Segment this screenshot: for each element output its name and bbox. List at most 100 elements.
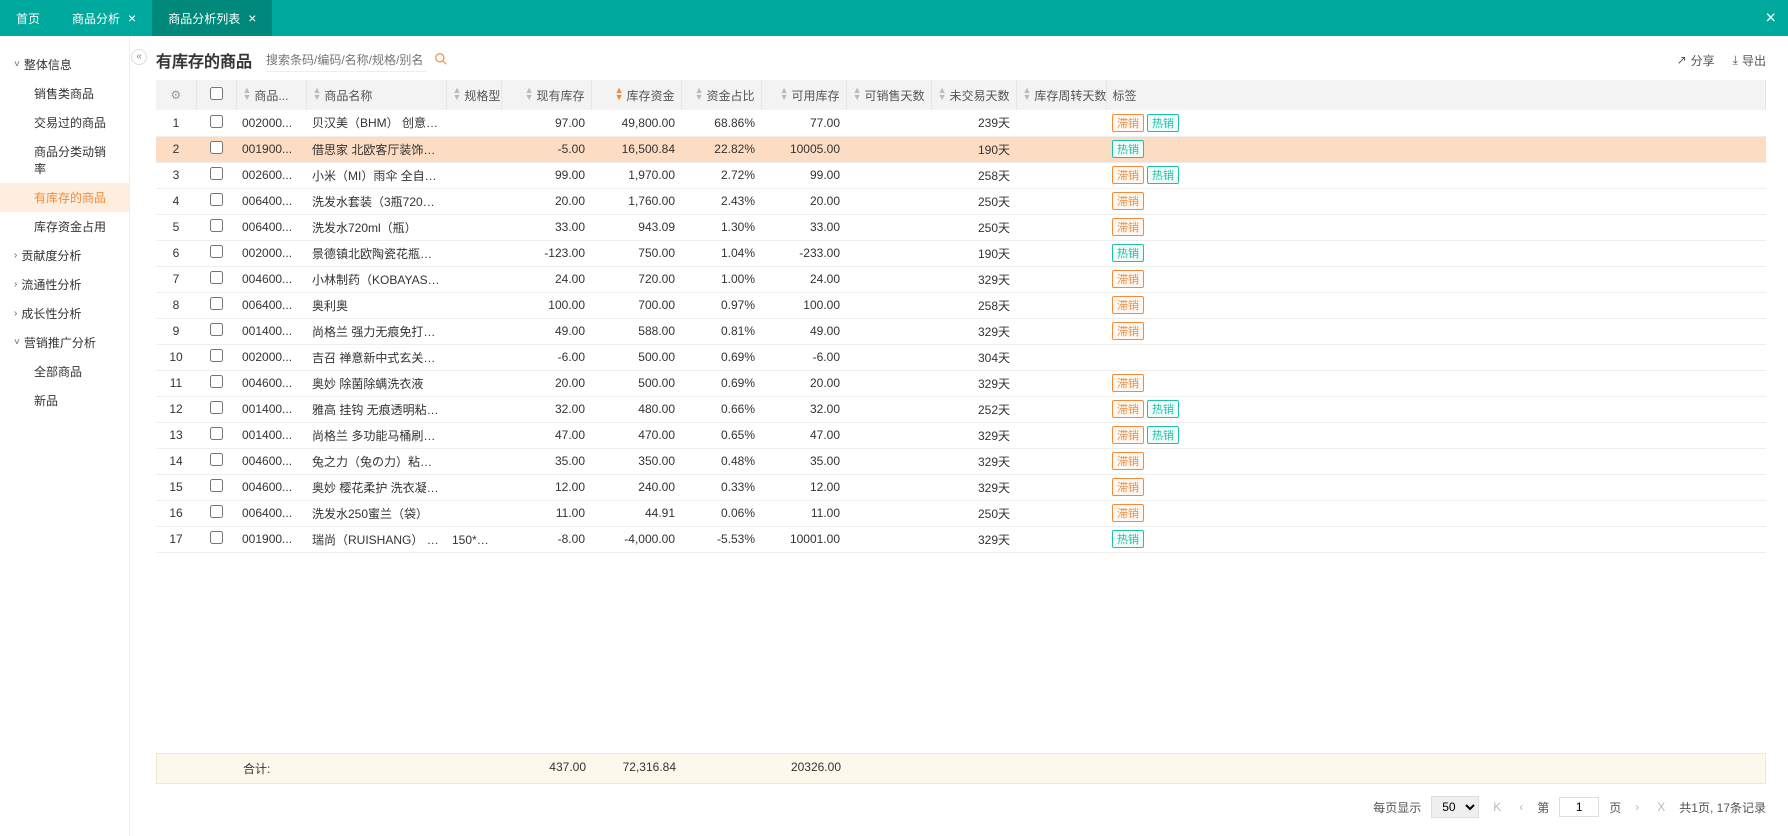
sidebar-item[interactable]: 全部商品: [0, 357, 129, 386]
tab-close-icon[interactable]: ×: [248, 11, 256, 25]
cell-code: 004600...: [236, 370, 306, 396]
tag-badge: 滞销: [1112, 218, 1144, 236]
table-row[interactable]: 7004600...小林制药（KOBAYASHI）E24.00720.001.0…: [156, 266, 1766, 292]
cell-turn-days: [1016, 266, 1106, 292]
cell-spec: [446, 500, 501, 526]
tab[interactable]: 首页: [0, 0, 56, 36]
close-all-tabs-icon[interactable]: ×: [1765, 8, 1776, 29]
cell-avail: 100.00: [761, 292, 846, 318]
next-page-icon[interactable]: ›: [1631, 800, 1643, 814]
cell-spec: [446, 136, 501, 162]
cell-sale-days: [846, 318, 931, 344]
cell-sale-days: [846, 422, 931, 448]
cell-checkbox: [196, 370, 236, 396]
col-name[interactable]: ▲▼商品名称: [306, 80, 446, 110]
col-turn-days[interactable]: ▲▼库存周转天数: [1016, 80, 1106, 110]
cell-stock: -123.00: [501, 240, 591, 266]
table-row[interactable]: 9001400...尚格兰 强力无痕免打孔浴室49.00588.000.81%4…: [156, 318, 1766, 344]
col-settings[interactable]: ⚙: [156, 80, 196, 110]
tag-badge: 热销: [1147, 166, 1179, 184]
cell-spec: 150*40厘米: [446, 526, 501, 552]
row-checkbox[interactable]: [210, 427, 223, 440]
share-button[interactable]: ↗ 分享: [1677, 52, 1715, 69]
sidebar-item[interactable]: 有库存的商品: [0, 183, 129, 212]
row-checkbox[interactable]: [210, 375, 223, 388]
export-button[interactable]: ⤓ 导出: [1733, 52, 1766, 69]
sidebar-group[interactable]: ›成长性分析: [0, 299, 129, 328]
table-row[interactable]: 17001900...瑞尚（RUISHANG） 卧室室150*40厘米-8.00…: [156, 526, 1766, 552]
last-page-icon[interactable]: X: [1653, 800, 1669, 814]
row-checkbox[interactable]: [210, 349, 223, 362]
table-row[interactable]: 1002000...贝汉美（BHM） 创意北欧馆97.0049,800.0068…: [156, 110, 1766, 136]
table-row[interactable]: 13001400...尚格兰 多功能马桶刷套装 47.00470.000.65%…: [156, 422, 1766, 448]
collapse-sidebar-icon[interactable]: «: [131, 49, 147, 65]
sidebar-item[interactable]: 库存资金占用: [0, 212, 129, 241]
row-checkbox[interactable]: [210, 401, 223, 414]
per-page-select[interactable]: 50: [1431, 796, 1479, 818]
row-checkbox[interactable]: [210, 193, 223, 206]
row-checkbox[interactable]: [210, 115, 223, 128]
table-row[interactable]: 5006400...洗发水720ml（瓶）33.00943.091.30%33.…: [156, 214, 1766, 240]
select-all-checkbox[interactable]: [210, 87, 223, 100]
table-row[interactable]: 14004600...兔之力（兔の力）粘毛器粘35.00350.000.48%3…: [156, 448, 1766, 474]
row-checkbox[interactable]: [210, 245, 223, 258]
tab[interactable]: 商品分析列表×: [152, 0, 272, 36]
row-checkbox[interactable]: [210, 479, 223, 492]
cell-name: 洗发水250蜜兰（袋）: [306, 500, 446, 526]
col-avail[interactable]: ▲▼可用库存: [761, 80, 846, 110]
cell-notrade-days: 258天: [931, 292, 1016, 318]
cell-name: 奥利奥: [306, 292, 446, 318]
first-page-icon[interactable]: K: [1489, 800, 1505, 814]
cell-index: 16: [156, 500, 196, 526]
prev-page-icon[interactable]: ‹: [1515, 800, 1527, 814]
col-tags[interactable]: 标签: [1106, 80, 1766, 110]
table-row[interactable]: 10002000...吉召 禅意新中式玄关摆件客-6.00500.000.69%…: [156, 344, 1766, 370]
table-row[interactable]: 12001400...雅高 挂钩 无痕透明粘钩 强32.00480.000.66…: [156, 396, 1766, 422]
row-checkbox[interactable]: [210, 323, 223, 336]
col-select-all[interactable]: [196, 80, 236, 110]
col-money[interactable]: ▲▼库存资金: [591, 80, 681, 110]
col-pct[interactable]: ▲▼资金占比: [681, 80, 761, 110]
page-suffix: 页: [1609, 799, 1621, 816]
sidebar-item[interactable]: 销售类商品: [0, 79, 129, 108]
sidebar-group[interactable]: ˅整体信息: [0, 50, 129, 79]
sidebar-group[interactable]: ›贡献度分析: [0, 241, 129, 270]
col-code[interactable]: ▲▼商品...: [236, 80, 306, 110]
table-row[interactable]: 16006400...洗发水250蜜兰（袋）11.0044.910.06%11.…: [156, 500, 1766, 526]
search-input[interactable]: [266, 49, 426, 72]
table-row[interactable]: 6002000...景德镇北欧陶瓷花瓶摆件 优-123.00750.001.04…: [156, 240, 1766, 266]
cell-money: 500.00: [591, 344, 681, 370]
col-sale-days[interactable]: ▲▼可销售天数: [846, 80, 931, 110]
col-spec[interactable]: ▲▼规格型号: [446, 80, 501, 110]
sidebar-item[interactable]: 交易过的商品: [0, 108, 129, 137]
table-row[interactable]: 15004600...奥妙 樱花柔护 洗衣凝珠 1012.00240.000.3…: [156, 474, 1766, 500]
row-checkbox[interactable]: [210, 141, 223, 154]
col-stock[interactable]: ▲▼现有库存: [501, 80, 591, 110]
search-icon[interactable]: [434, 52, 448, 69]
tag-badge: 滞销: [1112, 452, 1144, 470]
summary-money: 72,316.84: [592, 754, 682, 783]
summary-label: 合计:: [237, 754, 307, 783]
col-notrade-days[interactable]: ▲▼未交易天数: [931, 80, 1016, 110]
tab[interactable]: 商品分析×: [56, 0, 152, 36]
sidebar-group[interactable]: ›流通性分析: [0, 270, 129, 299]
sidebar-group-label: 贡献度分析: [21, 247, 81, 264]
row-checkbox[interactable]: [210, 531, 223, 544]
table-row[interactable]: 4006400...洗发水套装（3瓶720ml+1）20.001,760.002…: [156, 188, 1766, 214]
row-checkbox[interactable]: [210, 505, 223, 518]
row-checkbox[interactable]: [210, 297, 223, 310]
table-row[interactable]: 8006400...奥利奥100.00700.000.97%100.00258天…: [156, 292, 1766, 318]
table-row[interactable]: 2001900...借思家 北欧客厅装饰画卧室-5.0016,500.8422.…: [156, 136, 1766, 162]
row-checkbox[interactable]: [210, 219, 223, 232]
row-checkbox[interactable]: [210, 167, 223, 180]
tab-close-icon[interactable]: ×: [128, 11, 136, 25]
table-row[interactable]: 3002600...小米（MI）雨伞 全自动折叠99.001,970.002.7…: [156, 162, 1766, 188]
row-checkbox[interactable]: [210, 271, 223, 284]
table-row[interactable]: 11004600...奥妙 除菌除螨洗衣液20.00500.000.69%20.…: [156, 370, 1766, 396]
row-checkbox[interactable]: [210, 453, 223, 466]
page-input[interactable]: [1559, 797, 1599, 817]
sidebar-item[interactable]: 商品分类动销率: [0, 137, 129, 183]
sidebar-group[interactable]: ˅营销推广分析: [0, 328, 129, 357]
sidebar-item[interactable]: 新品: [0, 386, 129, 415]
tab-bar: 首页商品分析×商品分析列表× ×: [0, 0, 1788, 36]
